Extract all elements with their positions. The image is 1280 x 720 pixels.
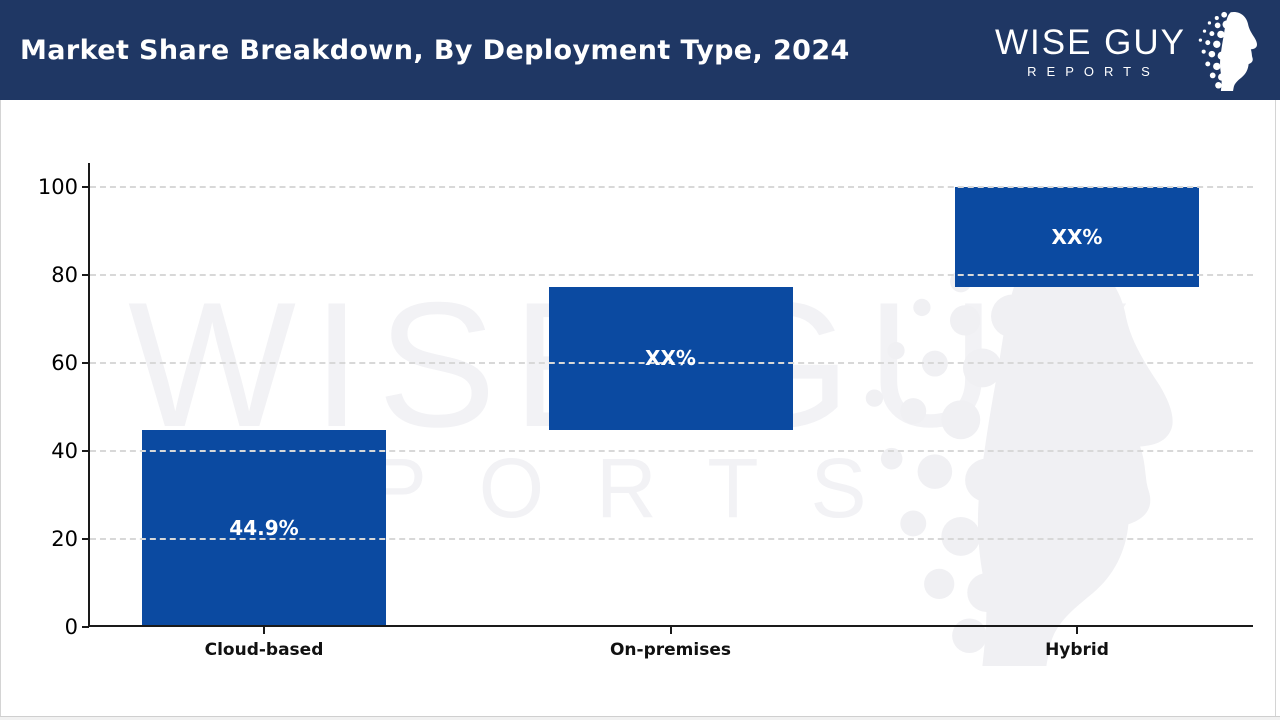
- logo-wordmark: WISE GUY: [994, 23, 1186, 63]
- y-tick-label: 20: [51, 527, 78, 552]
- gridline-80: [90, 274, 1253, 277]
- bar-cloud-based: [142, 429, 386, 627]
- chart-title: Market Share Breakdown, By Deployment Ty…: [20, 34, 850, 66]
- brand-logo: WISE GUY REPORTS: [995, 6, 1266, 94]
- y-tick-label: 0: [64, 615, 78, 639]
- y-tick-label: 40: [51, 439, 78, 464]
- x-tick-on-premises: [669, 627, 672, 634]
- gridline-40: [90, 450, 1253, 453]
- y-tick-label: 60: [51, 351, 78, 376]
- y-tick-80: [82, 274, 89, 277]
- y-tick-20: [82, 538, 89, 541]
- x-tick-label-hybrid: Hybrid: [1045, 640, 1109, 660]
- bar-value-label: XX%: [645, 346, 696, 371]
- bar-on-premises: [548, 287, 793, 430]
- header: Market Share Breakdown, By Deployment Ty…: [0, 0, 1280, 100]
- bar-value-label: XX%: [1051, 225, 1103, 250]
- y-tick-label: 100: [37, 175, 78, 200]
- footer-divider: [0, 716, 1280, 717]
- brand-logo-text: WISE GUY REPORTS: [994, 23, 1186, 79]
- logo-head-icon: [1198, 11, 1258, 91]
- page-border-right: [1275, 100, 1276, 716]
- bar-value-label: 44.9%: [229, 516, 299, 541]
- y-tick-label: 80: [51, 263, 78, 288]
- y-tick-0: [82, 626, 89, 628]
- x-tick-label-cloud-based: Cloud-based: [204, 640, 324, 660]
- gridline-60: [90, 362, 1253, 365]
- y-tick-40: [82, 450, 89, 453]
- chart-area: WISE GUY REPORTS 44.9% XX% XX% 0 20 40 60 80 100…: [0, 100, 1280, 720]
- y-tick-100: [82, 186, 89, 189]
- logo-subtext: REPORTS: [1027, 63, 1160, 79]
- x-tick-cloud-based: [263, 627, 265, 634]
- gridline-20: [90, 538, 1253, 541]
- plot-area: 44.9% XX% XX% 0 20 40 60 80 100 Cloud-based On-pre…: [0, 100, 1280, 720]
- x-tick-label-on-premises: On-premises: [609, 640, 731, 660]
- footer-strip: [0, 717, 1280, 720]
- y-tick-60: [82, 362, 89, 365]
- x-axis-line: [88, 625, 1253, 627]
- gridline-100: [90, 186, 1253, 189]
- page-border-left: [0, 100, 1, 716]
- y-axis-line: [88, 163, 90, 627]
- x-tick-hybrid: [1076, 627, 1078, 634]
